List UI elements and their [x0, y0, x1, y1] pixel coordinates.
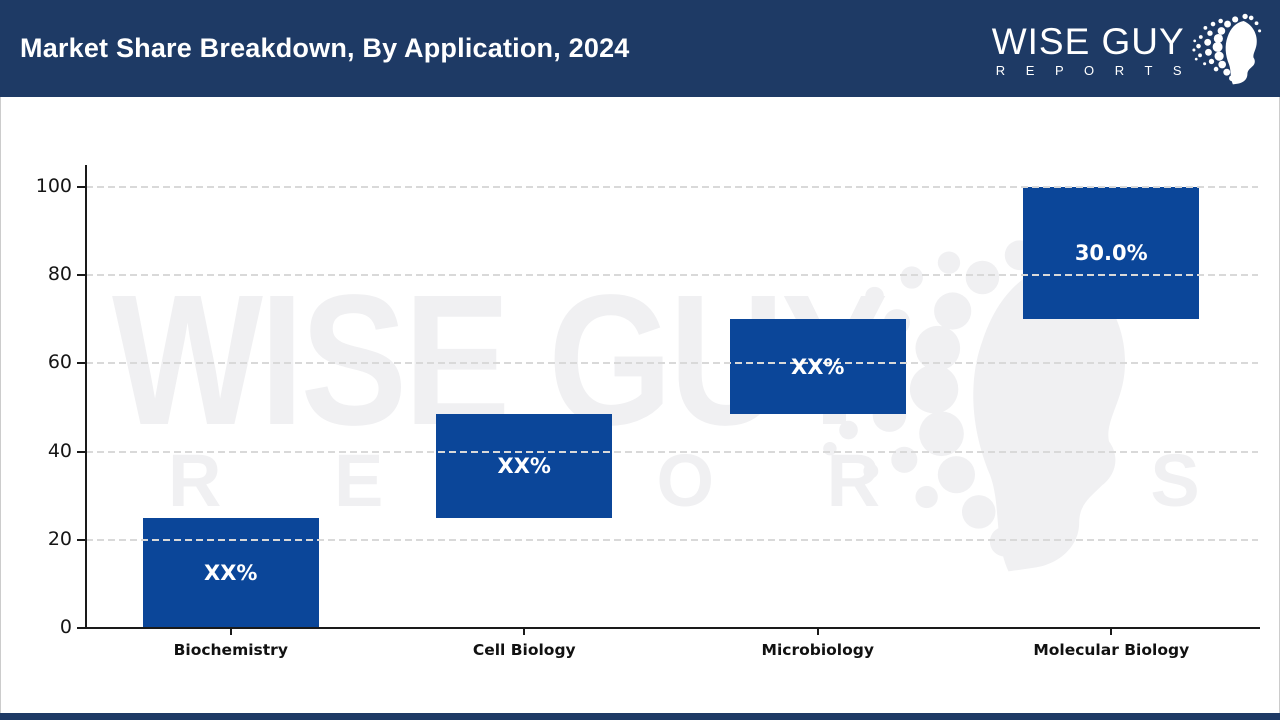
- gridline: [86, 186, 1258, 188]
- gridline: [86, 538, 1258, 541]
- y-axis-tick-label: 20: [47, 527, 72, 550]
- x-axis-tick: [816, 629, 819, 635]
- x-axis-tick: [229, 629, 232, 635]
- logo-wise-guy-text: WISE GUY: [991, 20, 1185, 62]
- x-axis-category-label: Molecular Biology: [1033, 641, 1190, 659]
- header-banner: Market Share Breakdown, By Application, …: [0, 0, 1280, 97]
- x-axis-tick: [1110, 629, 1113, 635]
- logo-head-dots-icon: [1192, 13, 1262, 85]
- footer-bar: [0, 713, 1280, 720]
- bar-value-label: XX%: [791, 354, 845, 379]
- bar-value-label: XX%: [497, 453, 551, 478]
- x-axis-category-label: Biochemistry: [173, 641, 288, 659]
- y-axis-tick: [77, 362, 85, 365]
- bar-microbiology: [729, 319, 906, 415]
- bar-value-label: 30.0%: [1074, 241, 1148, 266]
- bar-biochemistry: [142, 517, 319, 628]
- x-axis-category-label: Cell Biology: [472, 641, 576, 659]
- x-axis-tick: [523, 629, 526, 635]
- y-axis-line: [85, 165, 87, 629]
- wise-guy-reports-logo: WISE GUY R E P O R T S: [992, 8, 1268, 92]
- bar-cell-biology: [436, 414, 613, 518]
- y-axis-tick: [77, 450, 85, 453]
- x-axis-line: [84, 627, 1260, 629]
- bar-value-label: XX%: [204, 560, 258, 585]
- x-axis-category-label: Microbiology: [761, 641, 874, 659]
- y-axis-tick-label: 100: [35, 175, 72, 197]
- y-axis-tick-label: 80: [47, 263, 72, 286]
- logo-reports-text: R E P O R T S: [995, 62, 1190, 78]
- y-axis-tick-label: 40: [47, 439, 72, 462]
- gridline: [86, 450, 1258, 453]
- y-axis-tick-label: 0: [59, 616, 72, 638]
- y-axis-tick-label: 60: [47, 351, 72, 374]
- y-axis-tick: [77, 538, 85, 541]
- page-title: Market Share Breakdown, By Application, …: [20, 33, 630, 63]
- bar-molecular-biology: [1023, 187, 1200, 320]
- gridline: [86, 274, 1258, 277]
- gridline: [86, 362, 1258, 365]
- y-axis-tick: [77, 274, 85, 277]
- y-axis-tick: [77, 186, 85, 188]
- y-axis-tick: [77, 627, 85, 629]
